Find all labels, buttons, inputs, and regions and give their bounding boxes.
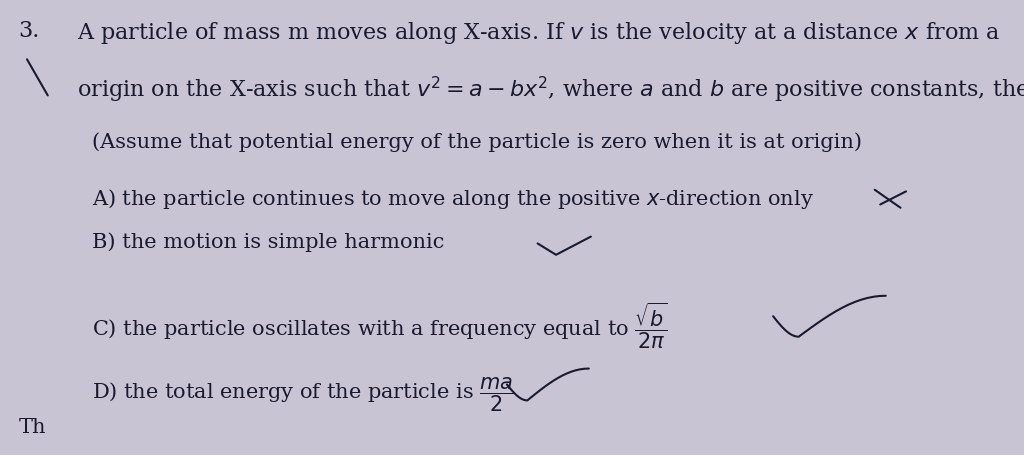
Text: (Assume that potential energy of the particle is zero when it is at origin): (Assume that potential energy of the par… [92, 132, 862, 152]
Text: origin on the X-axis such that $v^2 = a - bx^2$, where $a$ and $b$ are positive : origin on the X-axis such that $v^2 = a … [77, 75, 1024, 105]
Text: A particle of mass m moves along X-axis. If $v$ is the velocity at a distance $x: A particle of mass m moves along X-axis.… [77, 20, 1000, 46]
Text: B) the motion is simple harmonic: B) the motion is simple harmonic [92, 232, 444, 252]
Text: C) the particle oscillates with a frequency equal to $\dfrac{\sqrt{b}}{2\pi}$: C) the particle oscillates with a freque… [92, 300, 668, 351]
Text: 3.: 3. [18, 20, 40, 42]
Text: A) the particle continues to move along the positive $x$-direction only: A) the particle continues to move along … [92, 187, 814, 211]
Text: Th: Th [18, 418, 46, 437]
Text: D) the total energy of the particle is $\dfrac{ma}{2}$: D) the total energy of the particle is $… [92, 375, 515, 414]
